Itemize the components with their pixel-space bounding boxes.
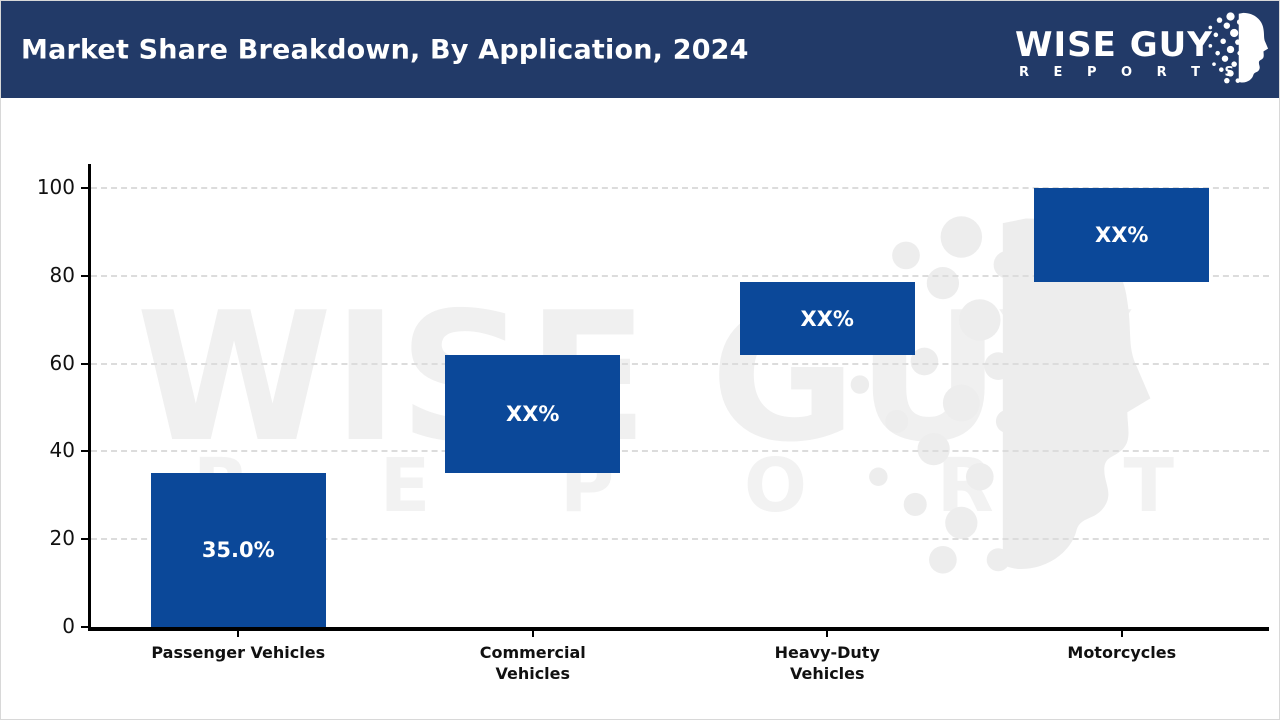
page-title: Market Share Breakdown, By Application, … <box>21 34 749 65</box>
y-tick-80 <box>81 274 90 277</box>
gridline-40 <box>91 450 1269 453</box>
y-tick-0 <box>81 626 90 628</box>
category-label: Passenger Vehicles <box>151 643 326 662</box>
header-bar: Market Share Breakdown, By Application, … <box>1 1 1279 98</box>
x-tick-3 <box>1120 630 1123 637</box>
x-axis-line <box>88 627 1269 631</box>
x-tick-0 <box>237 630 240 637</box>
category-label: Heavy-Duty Vehicles <box>774 643 880 683</box>
logo-wordmark: WISE GUY <box>1015 25 1213 65</box>
category-label: Motorcycles <box>1067 643 1177 662</box>
gridline-60 <box>91 362 1269 365</box>
gridline-80 <box>91 274 1269 277</box>
y-tick-label-100: 100 <box>36 175 75 199</box>
bar-value-label: XX% <box>1095 223 1149 248</box>
category-label: Commercial Vehicles <box>479 643 586 683</box>
y-tick-20 <box>81 538 90 541</box>
y-tick-100 <box>81 187 90 189</box>
wiseguy-head-icon <box>1208 12 1269 84</box>
gridline-20 <box>91 538 1269 541</box>
bar-heavy-duty-vehicles: XX% <box>739 282 915 355</box>
bar-commercial-vehicles: XX% <box>445 354 621 474</box>
y-tick-label-0: 0 <box>62 614 75 638</box>
gridline-100 <box>91 187 1269 189</box>
bar-value-label: XX% <box>800 306 854 331</box>
y-tick-label-40: 40 <box>49 438 75 463</box>
y-tick-label-80: 80 <box>49 262 75 287</box>
wiseguy-logo: WISE GUY R E P O R T S <box>1015 7 1269 93</box>
logo-subtitle: R E P O R T S <box>1019 65 1244 80</box>
y-tick-60 <box>81 362 90 365</box>
bar-passenger-vehicles: 35.0% <box>150 473 326 627</box>
y-tick-label-60: 60 <box>49 350 75 375</box>
x-tick-2 <box>826 630 829 637</box>
y-axis-line <box>88 164 91 630</box>
bar-motorcycles: XX% <box>1034 188 1210 283</box>
y-tick-40 <box>81 450 90 453</box>
x-tick-1 <box>531 630 534 637</box>
bar-value-label: XX% <box>506 402 560 427</box>
y-tick-label-20: 20 <box>49 526 75 551</box>
bar-value-label: 35.0% <box>201 538 275 563</box>
